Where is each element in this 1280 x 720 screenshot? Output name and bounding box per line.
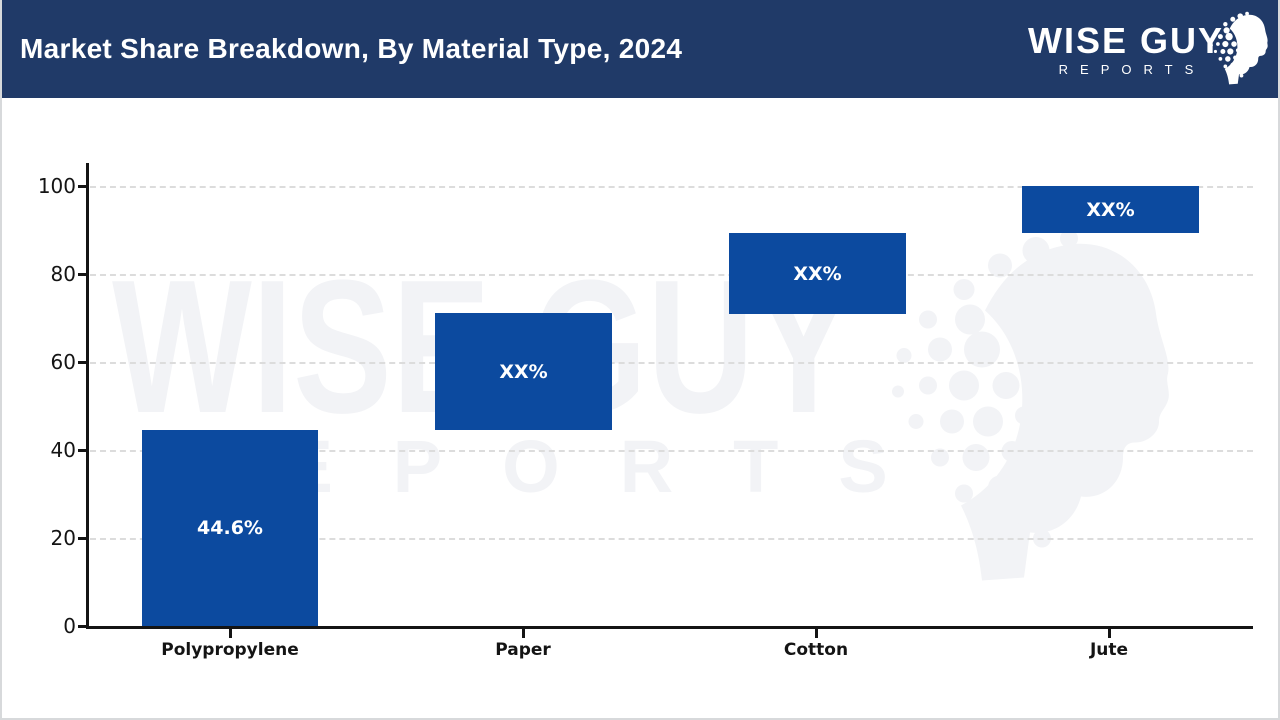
y-tick-label: 20 [50, 526, 76, 550]
y-tick [78, 185, 87, 188]
gridline-60 [90, 362, 1253, 364]
x-category-label: Jute [1089, 640, 1129, 660]
bar-paper: XX% [435, 313, 612, 430]
x-axis-line [86, 626, 1253, 629]
y-axis-line [86, 163, 89, 628]
header-bar: Market Share Breakdown, By Material Type… [0, 0, 1280, 98]
wiseguy-subtext: REPORTS [1058, 61, 1206, 77]
wiseguy-wordmark: WISE GUY [1027, 19, 1224, 61]
bar-value-label: 44.6% [197, 517, 263, 539]
y-tick [78, 361, 87, 364]
y-tick-label: 60 [50, 350, 76, 374]
gridline-80 [90, 274, 1253, 276]
y-tick [78, 625, 87, 628]
wiseguy-face-watermark [892, 229, 1169, 581]
y-tick-label: 0 [63, 614, 76, 638]
x-tick [815, 629, 818, 638]
bar-value-label: XX% [499, 360, 548, 383]
x-category-label: Cotton [783, 640, 849, 660]
gridline-100 [90, 186, 1253, 188]
y-tick [78, 273, 87, 276]
gridline-40 [90, 450, 1253, 452]
y-tick-label: 80 [50, 262, 76, 286]
bar-value-label: XX% [793, 262, 842, 285]
gridline-20 [90, 538, 1253, 540]
x-tick [229, 629, 232, 638]
bar-value-label: XX% [1086, 198, 1135, 221]
y-tick-label: 100 [37, 174, 76, 198]
bar-cotton: XX% [729, 233, 906, 314]
x-tick [522, 629, 525, 638]
chart-title: Market Share Breakdown, By Material Type… [20, 33, 683, 64]
y-tick [78, 449, 87, 452]
y-tick-label: 40 [50, 438, 76, 462]
y-tick [78, 537, 87, 540]
wiseguy-logo-text: WISE GUY REPORTS [1027, 19, 1224, 77]
bar-polypropylene: 44.6% [142, 430, 318, 626]
wiseguy-face-icon [1210, 11, 1268, 85]
x-category-label: Polypropylene [161, 640, 299, 660]
x-category-label: Paper [495, 640, 551, 660]
x-tick [1108, 629, 1111, 638]
wiseguy-logo: WISE GUY REPORTS [1028, 9, 1270, 89]
bar-jute: XX% [1022, 186, 1199, 233]
